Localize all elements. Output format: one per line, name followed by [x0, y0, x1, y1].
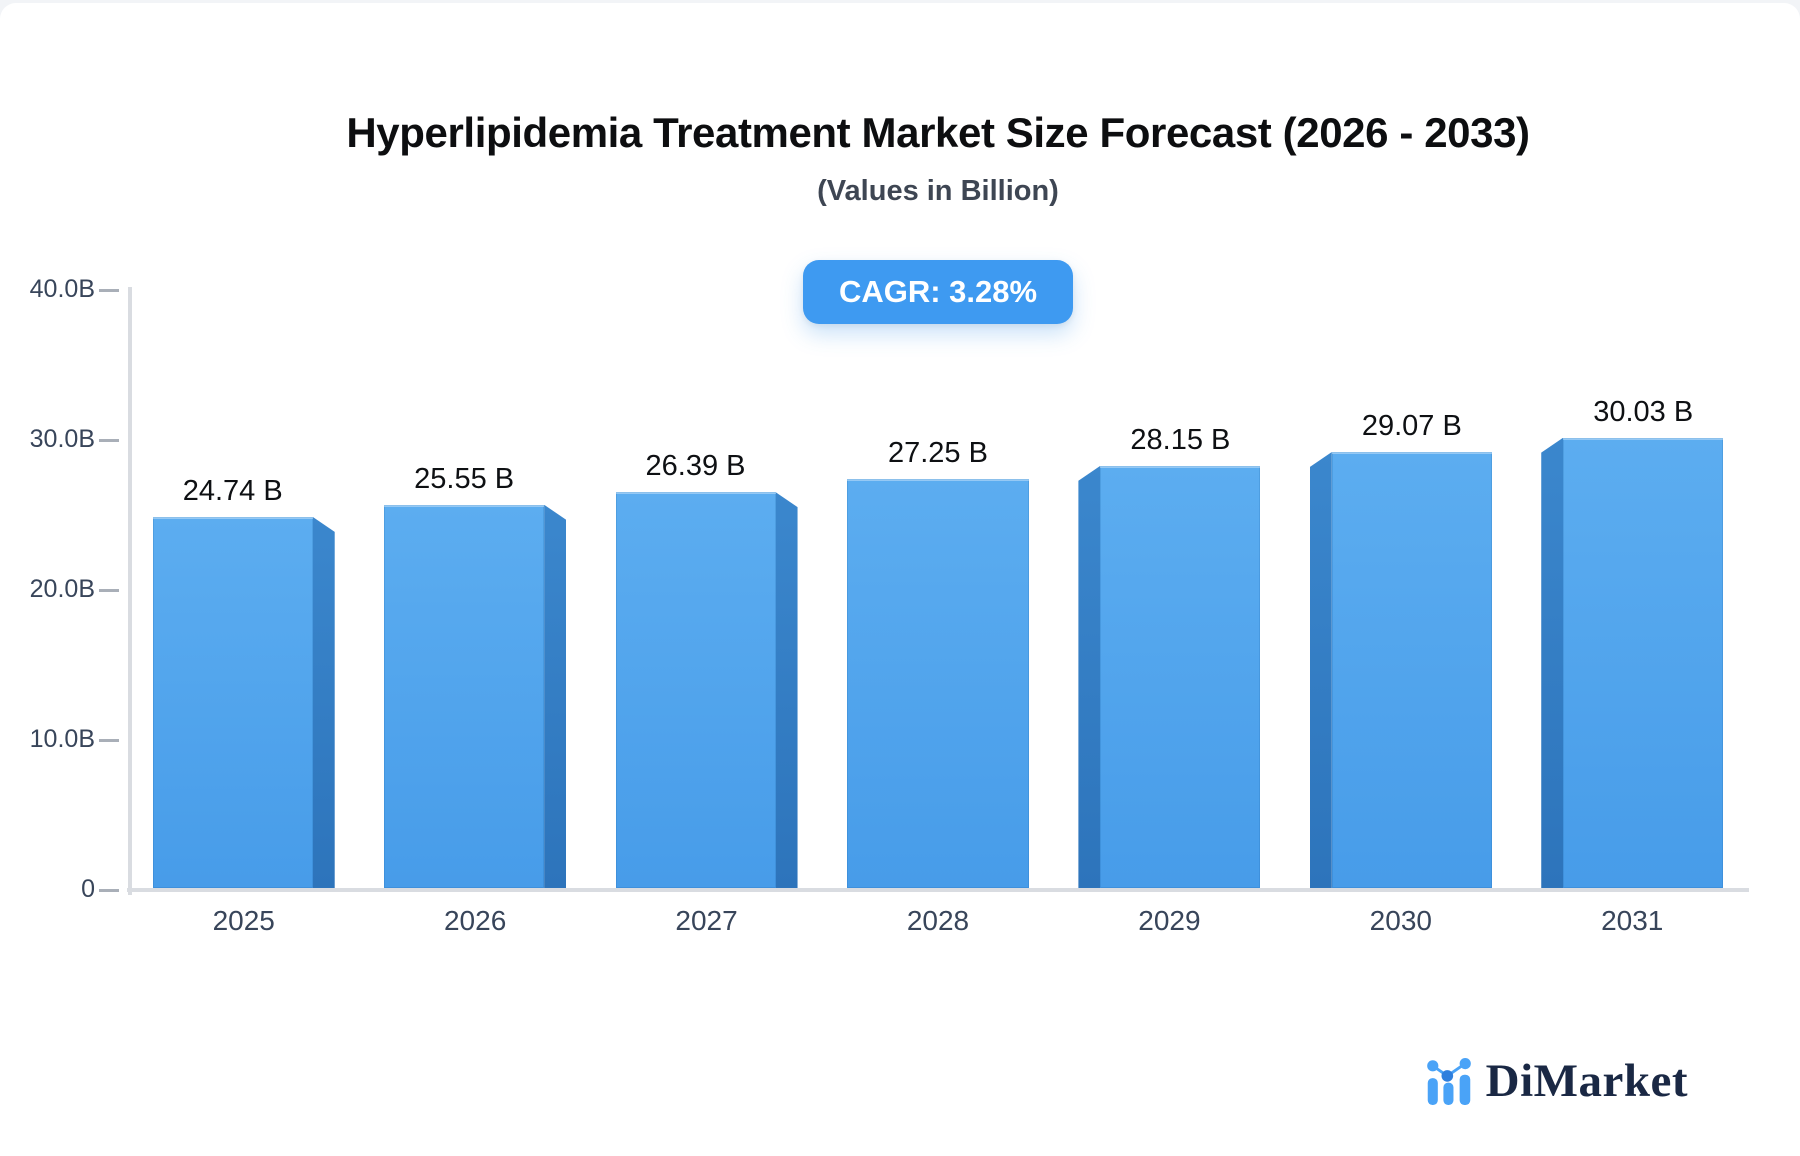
- y-axis-tick-dash: [99, 589, 119, 592]
- bar-face: [846, 479, 1029, 888]
- bar-face: [1100, 465, 1261, 888]
- bar-2029: 28.15 B: [1078, 424, 1261, 888]
- bar-slot: 25.55 B: [359, 290, 590, 888]
- x-axis-label-2026: 2026: [443, 905, 507, 936]
- bar-2030: 29.07 B: [1309, 410, 1492, 888]
- bar-side-face: [775, 492, 798, 888]
- bar-value-label: 25.55 B: [414, 462, 515, 495]
- bar-2026: 25.55 B: [384, 463, 567, 888]
- y-axis-tick-label: 40.0B: [29, 274, 95, 303]
- x-axis-label-2027: 2027: [675, 905, 738, 936]
- bars-row: 24.74 B 25.55 B 26.39 B 27.25 B 28.15 B 29.07…: [128, 290, 1748, 888]
- bar-value-label: 30.03 B: [1593, 395, 1694, 428]
- chart-card: Hyperlipidemia Treatment Market Size For…: [0, 3, 1800, 1156]
- bar-value-label: 26.39 B: [645, 450, 746, 483]
- bar-value-label: 24.74 B: [182, 474, 283, 507]
- bar-side-face: [1309, 451, 1332, 888]
- bar-2031: 30.03 B: [1541, 396, 1724, 888]
- x-axis-label-2030: 2030: [1369, 905, 1432, 936]
- x-axis-label-2031: 2031: [1601, 905, 1664, 936]
- chart-title: Hyperlipidemia Treatment Market Size For…: [346, 109, 1530, 156]
- bar-value-label: 28.15 B: [1130, 423, 1231, 456]
- chart-subtitle: (Values in Billion): [817, 175, 1059, 207]
- bar-2027: 26.39 B: [615, 450, 798, 888]
- x-axis-label-2028: 2028: [906, 905, 970, 936]
- cagr-badge: CAGR: 3.28%: [802, 260, 1074, 324]
- bar-side-face: [1078, 465, 1101, 888]
- bar-2028: 27.25 B: [846, 437, 1029, 888]
- mini-bar-line-chart-icon: [1426, 1057, 1471, 1105]
- brand-logo-text: DiMarket: [1485, 1055, 1688, 1107]
- bar-face: [152, 516, 313, 888]
- y-axis-tick-dash: [99, 889, 119, 892]
- brand-logo: DiMarket: [1425, 1054, 1688, 1108]
- bar-slot: 30.03 B: [1517, 290, 1748, 888]
- bar-slot: 24.74 B: [128, 290, 359, 888]
- bar-2025: 24.74 B: [152, 475, 335, 888]
- plot-area: 40.0B 30.0B 20.0B 10.0B 0 24.74 B 25.55 B 26.3…: [30, 275, 1749, 903]
- bar-slot: 26.39 B: [591, 290, 822, 888]
- bar-face: [615, 492, 776, 888]
- bar-value-label: 29.07 B: [1361, 409, 1462, 442]
- x-axis-labels-row: 2025 2026 2027 2028 2029 2030 2031: [128, 905, 1748, 937]
- y-axis-line: [128, 287, 132, 895]
- cagr-badge-row: CAGR: 3.28%: [128, 260, 1748, 324]
- y-axis-tick-label: 0: [81, 874, 95, 903]
- bar-side-face: [544, 504, 567, 888]
- bar-face: [384, 504, 545, 888]
- bar-side-face: [1541, 437, 1564, 888]
- y-axis-tick-label: 10.0B: [29, 724, 95, 753]
- y-axis-tick-dash: [99, 739, 119, 742]
- y-axis-tick-dash: [99, 439, 119, 442]
- bar-slot: 27.25 B: [822, 290, 1053, 888]
- x-axis-line: [127, 888, 1749, 892]
- bar-slot: 28.15 B: [1054, 290, 1285, 888]
- bar-face: [1563, 437, 1724, 888]
- bar-face: [1331, 451, 1492, 888]
- x-axis-label-2029: 2029: [1138, 905, 1201, 936]
- y-axis-tick-label: 30.0B: [29, 424, 95, 453]
- y-axis-tick-label: 20.0B: [29, 574, 95, 603]
- y-axis-tick-dash: [99, 289, 119, 292]
- x-axis-label-2025: 2025: [212, 905, 275, 936]
- bar-slot: 29.07 B: [1285, 290, 1516, 888]
- bar-side-face: [312, 516, 335, 888]
- bar-value-label: 27.25 B: [887, 437, 988, 470]
